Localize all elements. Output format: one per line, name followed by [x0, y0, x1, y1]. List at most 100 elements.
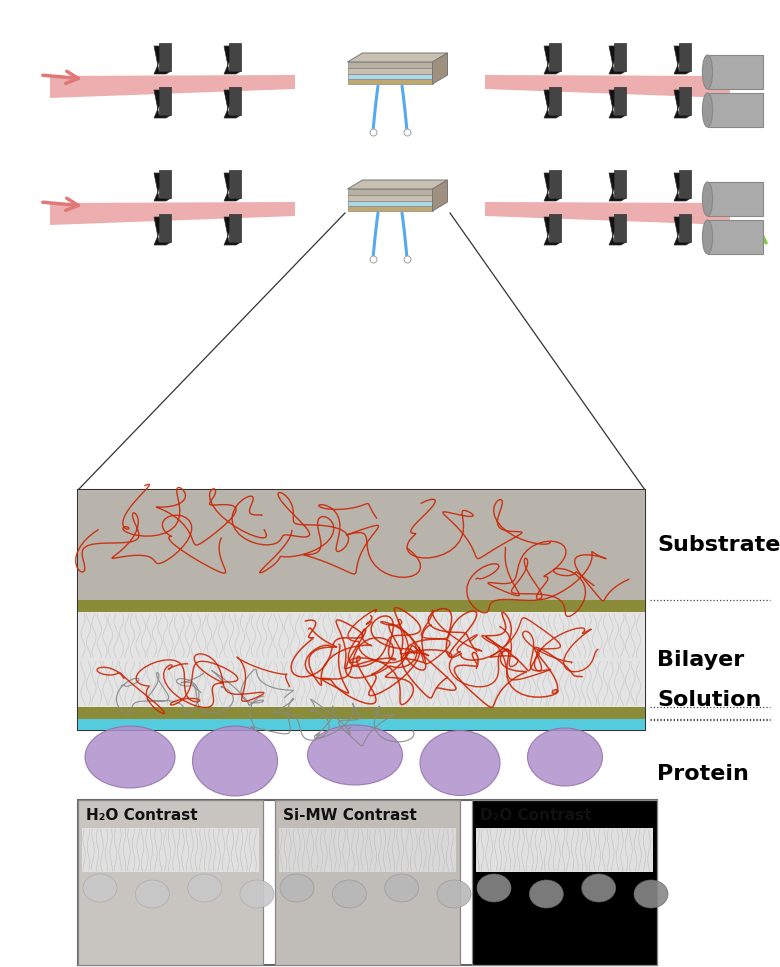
Polygon shape: [679, 43, 691, 71]
Ellipse shape: [136, 880, 169, 908]
Polygon shape: [549, 214, 561, 242]
Polygon shape: [614, 170, 626, 198]
Polygon shape: [78, 719, 645, 730]
Polygon shape: [348, 68, 432, 74]
Polygon shape: [614, 43, 626, 71]
Polygon shape: [707, 182, 763, 216]
Polygon shape: [432, 53, 448, 84]
Text: D₂O Contrast: D₂O Contrast: [480, 808, 591, 823]
Polygon shape: [78, 612, 645, 707]
Polygon shape: [154, 46, 171, 74]
Polygon shape: [674, 46, 691, 74]
Polygon shape: [348, 79, 432, 84]
Polygon shape: [549, 170, 561, 198]
Polygon shape: [159, 43, 171, 71]
Polygon shape: [275, 800, 460, 965]
Polygon shape: [348, 180, 448, 189]
Polygon shape: [348, 62, 432, 68]
Polygon shape: [50, 75, 295, 98]
Ellipse shape: [193, 726, 278, 796]
Polygon shape: [707, 220, 763, 254]
Polygon shape: [544, 173, 561, 201]
Ellipse shape: [420, 730, 500, 796]
Polygon shape: [472, 800, 657, 965]
Ellipse shape: [85, 726, 175, 788]
Polygon shape: [707, 93, 763, 127]
Text: Si-MW Contrast: Si-MW Contrast: [283, 808, 417, 823]
Polygon shape: [224, 46, 241, 74]
Polygon shape: [229, 214, 241, 242]
Polygon shape: [154, 173, 171, 201]
Polygon shape: [614, 87, 626, 115]
Ellipse shape: [477, 874, 511, 902]
Polygon shape: [679, 170, 691, 198]
Polygon shape: [707, 55, 763, 89]
Polygon shape: [544, 217, 561, 245]
Text: Substrate: Substrate: [657, 535, 780, 555]
Ellipse shape: [437, 880, 471, 908]
Polygon shape: [549, 43, 561, 71]
Text: H₂O Contrast: H₂O Contrast: [86, 808, 197, 823]
Polygon shape: [159, 87, 171, 115]
Ellipse shape: [240, 880, 274, 908]
Polygon shape: [549, 87, 561, 115]
Polygon shape: [432, 180, 448, 211]
Ellipse shape: [703, 220, 713, 254]
Polygon shape: [679, 87, 691, 115]
Text: Protein: Protein: [657, 764, 749, 784]
Polygon shape: [78, 600, 645, 612]
Polygon shape: [154, 217, 171, 245]
Polygon shape: [609, 217, 626, 245]
Text: Solution: Solution: [657, 690, 761, 710]
Polygon shape: [348, 195, 432, 201]
Polygon shape: [50, 202, 295, 225]
Polygon shape: [485, 202, 730, 225]
Polygon shape: [609, 173, 626, 201]
Ellipse shape: [280, 874, 314, 902]
Polygon shape: [229, 87, 241, 115]
Polygon shape: [674, 90, 691, 118]
Polygon shape: [674, 173, 691, 201]
Text: Bilayer: Bilayer: [657, 650, 744, 669]
Ellipse shape: [703, 55, 713, 89]
Polygon shape: [224, 173, 241, 201]
Polygon shape: [348, 53, 448, 62]
Polygon shape: [78, 490, 645, 600]
Ellipse shape: [634, 880, 668, 908]
Polygon shape: [609, 90, 626, 118]
Polygon shape: [224, 217, 241, 245]
Polygon shape: [614, 214, 626, 242]
Polygon shape: [78, 800, 263, 965]
Ellipse shape: [703, 93, 713, 127]
Polygon shape: [348, 74, 432, 79]
Polygon shape: [348, 201, 432, 206]
Polygon shape: [159, 170, 171, 198]
Polygon shape: [485, 75, 730, 98]
Polygon shape: [279, 828, 456, 872]
Ellipse shape: [307, 725, 402, 785]
Polygon shape: [544, 46, 561, 74]
Polygon shape: [674, 217, 691, 245]
Ellipse shape: [703, 182, 713, 216]
Polygon shape: [348, 189, 432, 195]
Polygon shape: [154, 90, 171, 118]
Ellipse shape: [582, 874, 615, 902]
Polygon shape: [348, 206, 432, 211]
Polygon shape: [82, 828, 259, 872]
Ellipse shape: [527, 728, 602, 786]
Polygon shape: [78, 490, 645, 730]
Polygon shape: [476, 828, 653, 872]
Polygon shape: [78, 707, 645, 719]
Ellipse shape: [385, 874, 419, 902]
Ellipse shape: [332, 880, 367, 908]
Polygon shape: [544, 90, 561, 118]
Polygon shape: [159, 214, 171, 242]
Polygon shape: [229, 43, 241, 71]
Polygon shape: [224, 90, 241, 118]
Polygon shape: [229, 170, 241, 198]
Polygon shape: [679, 214, 691, 242]
Ellipse shape: [188, 874, 222, 902]
Polygon shape: [609, 46, 626, 74]
Ellipse shape: [83, 874, 117, 902]
Ellipse shape: [530, 880, 563, 908]
